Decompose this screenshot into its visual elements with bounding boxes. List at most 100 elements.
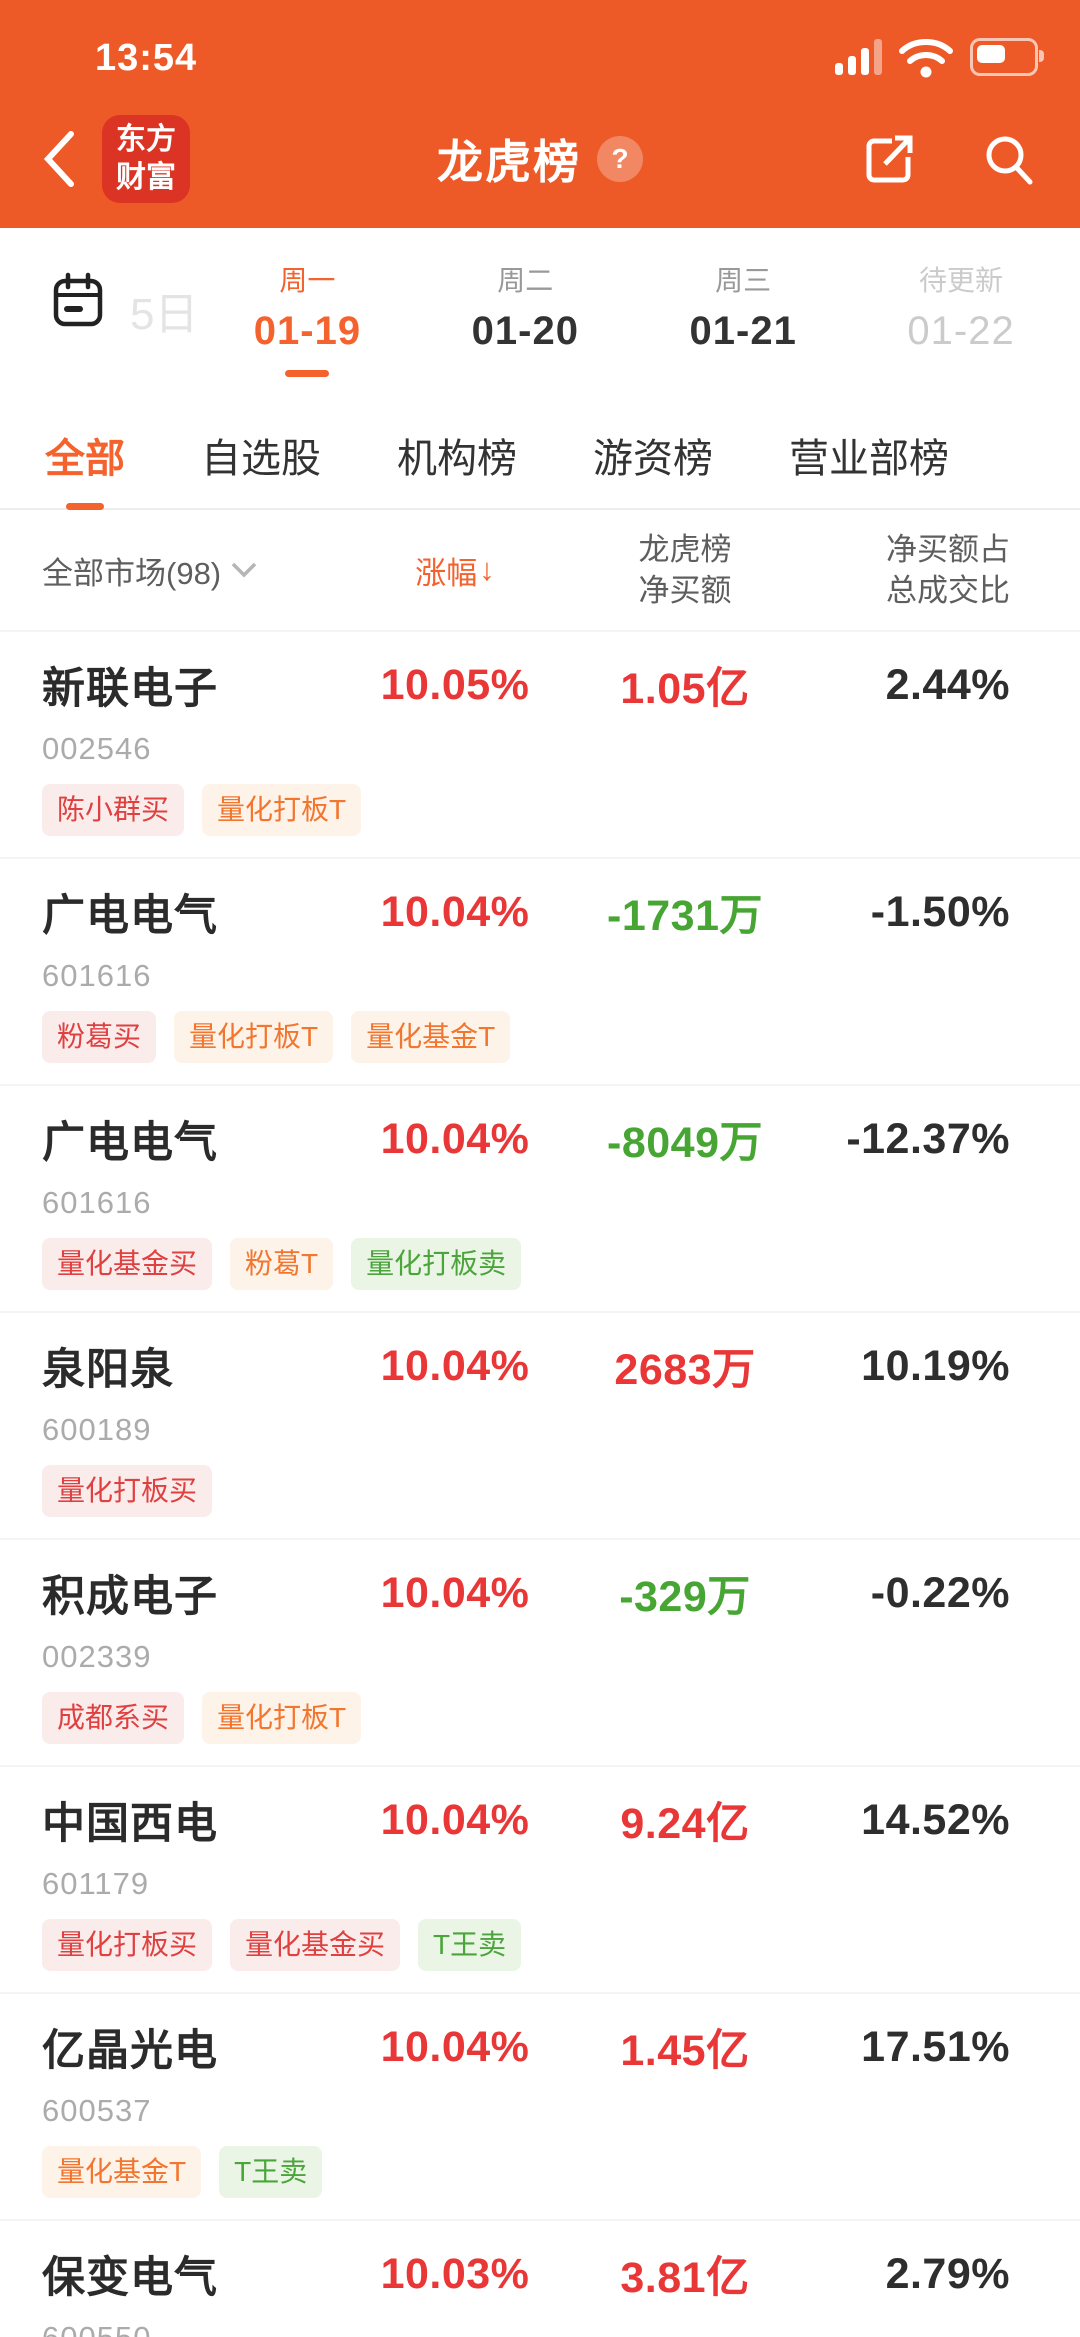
stock-code: 600537 [42,2093,152,2128]
stock-net-buy: 2683万 [614,1346,756,1394]
date-tab-date: 01-22 [907,309,1015,353]
stock-tag: 量化基金T [42,2146,202,2198]
date-tab-date: 01-21 [689,309,797,353]
date-tab-mon[interactable]: 周一 01-19 [198,264,416,377]
stock-tag: 量化基金买 [42,1238,213,1290]
stock-change-pct: 10.03% [380,2249,530,2298]
date-tab-date: 01-19 [253,309,362,353]
sort-label: 涨幅 [415,555,478,591]
status-icons [835,36,1044,80]
stock-name: 亿晶光电 [42,2027,218,2075]
date-tab-underline [285,370,330,377]
stock-net-ratio: 2.44% [885,660,1010,709]
date-tabs: 周一 01-19 周二 01-20 周三 01-21 待更新 01-22 [198,264,1070,377]
column-header-net-ratio: 净买额占 总成交比 [886,532,1010,608]
stock-tag: 量化打板T [202,1692,362,1744]
date-tab-label: 周二 [497,265,554,296]
stock-tag: 量化打板T [202,784,362,836]
sort-by-change-button[interactable]: 涨幅 ↓ [415,548,495,593]
date-tab-label: 待更新 [919,265,1004,296]
stock-change-pct: 10.04% [380,887,530,936]
logo-text-bottom: 财富 [116,161,176,194]
stock-row[interactable]: 中国西电 10.04% 9.24亿 14.52% 601179 量化打板买 量化基… [0,1765,1080,1992]
back-button[interactable] [42,129,76,189]
battery-icon [970,38,1044,76]
stock-net-buy: 1.45亿 [620,2027,750,2075]
status-bar: 13:54 [0,0,1080,90]
stock-tag: 成都系买 [42,1692,185,1744]
stock-tags: 量化打板买 [42,1465,1010,1517]
nav-bar: 东方 财富 龙虎榜 ? [0,90,1080,228]
stock-tag: 粉葛T [230,1238,334,1290]
cellular-signal-icon [835,39,882,75]
stock-tag: 量化打板T [174,1011,334,1063]
market-filter-dropdown[interactable]: 全部市场(98) [42,548,350,593]
share-icon[interactable] [862,131,918,187]
tab-all[interactable]: 全部 [45,426,125,494]
stock-name: 积成电子 [42,1573,218,1621]
stock-list: 新联电子 10.05% 1.05亿 2.44% 002546 陈小群买 量化打板T… [0,630,1080,2337]
column-header-net-buy: 龙虎榜 净买额 [638,532,732,608]
stock-name: 保变电气 [42,2254,218,2302]
stock-code: 601179 [42,1866,150,1901]
stock-row[interactable]: 泉阳泉 10.04% 2683万 10.19% 600189 量化打板买 [0,1311,1080,1538]
market-filter-label: 全部市场(98) [42,555,222,591]
sort-desc-arrow-icon: ↓ [479,552,495,587]
stock-tag: 量化基金买 [230,1919,401,1971]
stock-code: 002546 [42,731,152,766]
stock-change-pct: 10.04% [380,1795,530,1844]
stock-change-pct: 10.04% [380,2022,530,2071]
stock-change-pct: 10.04% [380,1568,530,1617]
stock-net-ratio: -1.50% [870,887,1010,936]
stock-tags: 量化基金T T王卖 [42,2146,1010,2198]
stock-change-pct: 10.04% [380,1341,530,1390]
calendar-icon[interactable] [52,272,104,328]
stock-code: 600189 [42,1412,152,1447]
stock-tags: 成都系买 量化打板T [42,1692,1010,1744]
stock-net-ratio: 2.79% [885,2249,1010,2298]
stock-name: 广电电气 [42,892,218,940]
stock-name: 广电电气 [42,1119,218,1167]
stock-tag: 量化打板买 [42,1465,213,1517]
stock-tags: 粉葛买 量化打板T 量化基金T [42,1011,1010,1063]
stock-net-ratio: -0.22% [870,1568,1010,1617]
stock-tag: 粉葛买 [42,1011,157,1063]
tab-watchlist[interactable]: 自选股 [201,437,321,481]
stock-tag: 陈小群买 [42,784,185,836]
wifi-icon [898,36,954,78]
stock-row[interactable]: 亿晶光电 10.04% 1.45亿 17.51% 600537 量化基金T T王卖 [0,1992,1080,2219]
stock-row[interactable]: 积成电子 10.04% -329万 -0.22% 002339 成都系买 量化打板… [0,1538,1080,1765]
eastmoney-logo[interactable]: 东方 财富 [102,115,190,203]
stock-net-ratio: 17.51% [861,2022,1010,2071]
date-tab-label: 周一 [279,265,336,296]
stock-row[interactable]: 广电电气 10.04% -1731万 -1.50% 601616 粉葛买 量化打板… [0,857,1080,1084]
stock-tag: 量化打板买 [42,1919,213,1971]
stock-code: 601616 [42,958,152,993]
tab-hot-money[interactable]: 游资榜 [593,437,713,481]
date-tab-pending[interactable]: 待更新 01-22 [852,264,1070,377]
stock-tag: T王卖 [418,1919,522,1971]
stock-row[interactable]: 保变电气 10.03% 3.81亿 2.79% 600550 [0,2219,1080,2337]
stock-net-buy: 3.81亿 [620,2254,750,2302]
tab-institution[interactable]: 机构榜 [397,437,517,481]
previous-date-partial[interactable]: 5日 [130,290,199,339]
help-icon[interactable]: ? [597,136,643,182]
category-tabs: 全部 自选股 机构榜 游资榜 营业部榜 [0,412,1080,510]
stock-row[interactable]: 广电电气 10.04% -8049万 -12.37% 601616 量化基金买粉… [0,1084,1080,1311]
stock-net-ratio: 10.19% [861,1341,1010,1390]
page-title: 龙虎榜 [437,136,581,188]
logo-text-top: 东方 [116,123,176,156]
stock-tags: 陈小群买 量化打板T [42,784,1010,836]
stock-net-ratio: 14.52% [861,1795,1010,1844]
stock-row[interactable]: 新联电子 10.05% 1.05亿 2.44% 002546 陈小群买 量化打板T [0,630,1080,857]
search-icon[interactable] [980,130,1038,188]
date-tab-date: 01-20 [471,309,579,353]
date-tab-wed[interactable]: 周三 01-21 [634,264,852,377]
tab-branch[interactable]: 营业部榜 [789,437,949,481]
stock-net-buy: -329万 [619,1573,751,1621]
stock-net-buy: 1.05亿 [620,665,750,713]
stock-name: 新联电子 [42,665,218,713]
date-tab-tue[interactable]: 周二 01-20 [416,264,634,377]
stock-tags: 量化基金买 粉葛T 量化打板卖 [42,1238,1010,1290]
